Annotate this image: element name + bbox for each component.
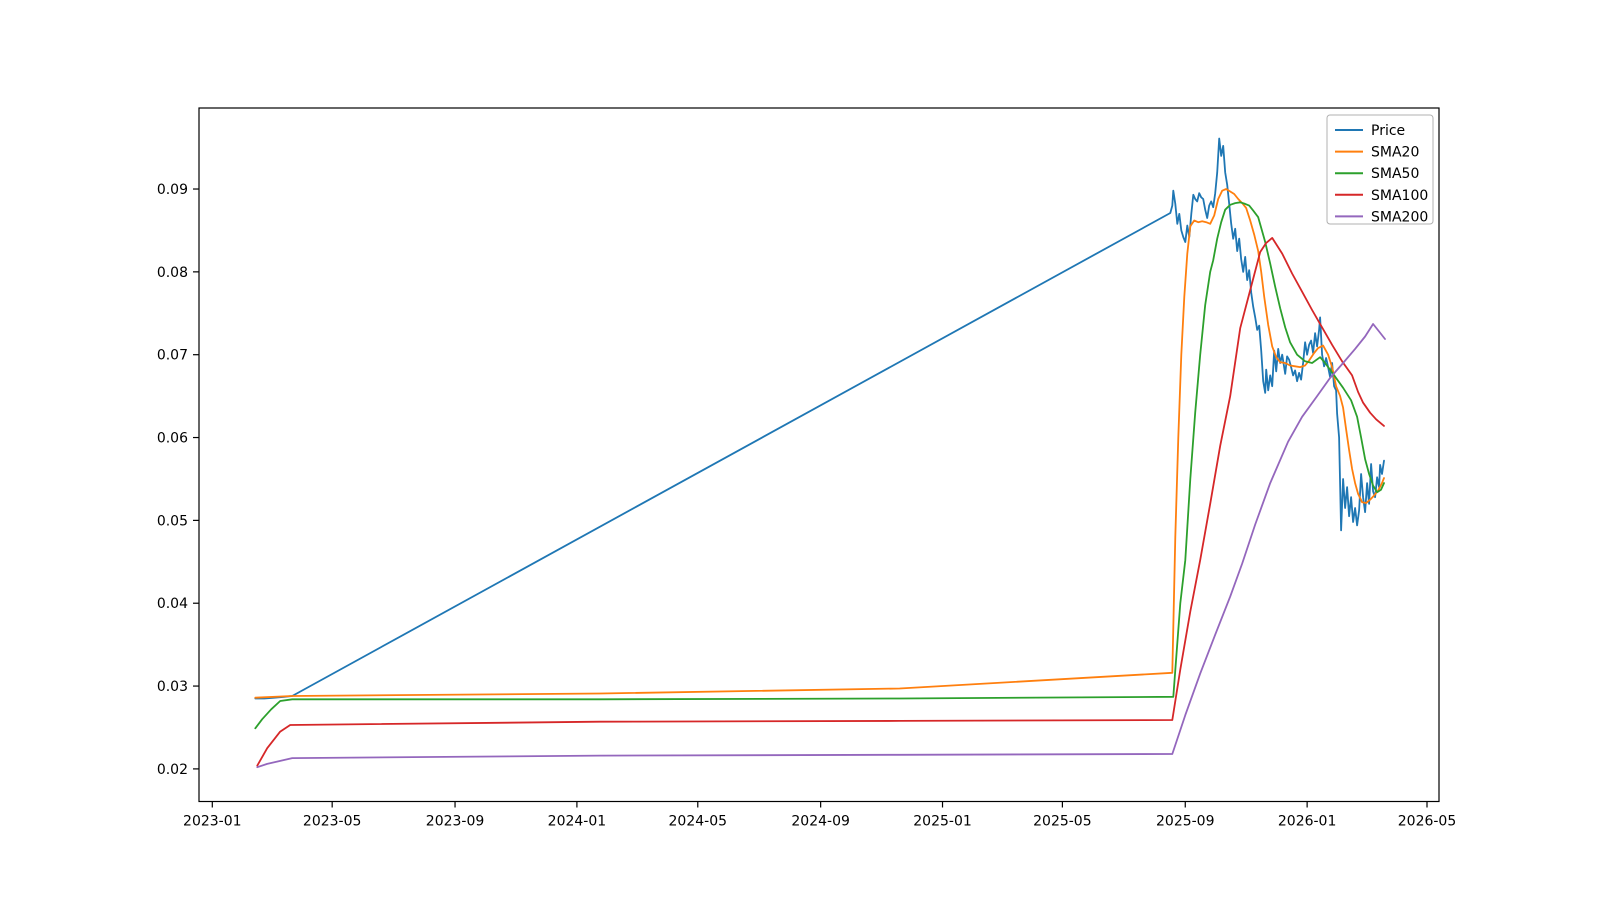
legend-item-sma100: SMA100	[1335, 188, 1428, 204]
x-tick-label: 2024-01	[548, 814, 607, 830]
legend: Price SMA20 SMA50 SMA100 SMA200	[1326, 114, 1434, 225]
x-tick-label: 2025-01	[913, 814, 972, 830]
legend-label: Price	[1371, 123, 1405, 139]
legend-label: SMA20	[1371, 145, 1419, 161]
x-tick-label: 2023-01	[183, 814, 242, 830]
series-line-sma50	[254, 201, 1385, 730]
y-tick-label: 0.07	[157, 348, 188, 364]
y-tick-label: 0.02	[157, 762, 188, 778]
y-tick-label: 0.06	[157, 431, 188, 447]
legend-item-sma200: SMA200	[1335, 209, 1428, 225]
y-tick-label: 0.04	[157, 596, 188, 612]
legend-box	[1326, 114, 1434, 225]
plot-border	[198, 107, 1440, 803]
series-line-sma100	[256, 237, 1385, 767]
x-tick-label: 2023-05	[303, 814, 362, 830]
legend-label: SMA100	[1371, 188, 1428, 204]
x-tick-label: 2025-05	[1033, 814, 1092, 830]
y-tick-label: 0.08	[157, 265, 188, 281]
series-line-sma200	[256, 323, 1386, 769]
legend-label: SMA200	[1371, 209, 1428, 225]
x-tick-label: 2024-09	[791, 814, 850, 830]
x-tick-label: 2026-05	[1398, 814, 1457, 830]
x-tick-label: 2023-09	[426, 814, 485, 830]
y-tick-label: 0.03	[157, 679, 188, 695]
y-tick-label: 0.09	[157, 182, 188, 198]
series-line-price	[254, 137, 1385, 700]
legend-item-sma20: SMA20	[1335, 145, 1419, 161]
x-tick-label: 2026-01	[1278, 814, 1337, 830]
legend-item-sma50: SMA50	[1335, 166, 1419, 182]
x-tick-label: 2024-05	[669, 814, 728, 830]
legend-label: SMA50	[1371, 166, 1419, 182]
series-line-sma20	[254, 188, 1385, 699]
x-tick-label: 2025-09	[1156, 814, 1215, 830]
legend-item-price: Price	[1335, 123, 1405, 139]
y-tick-label: 0.05	[157, 513, 188, 529]
